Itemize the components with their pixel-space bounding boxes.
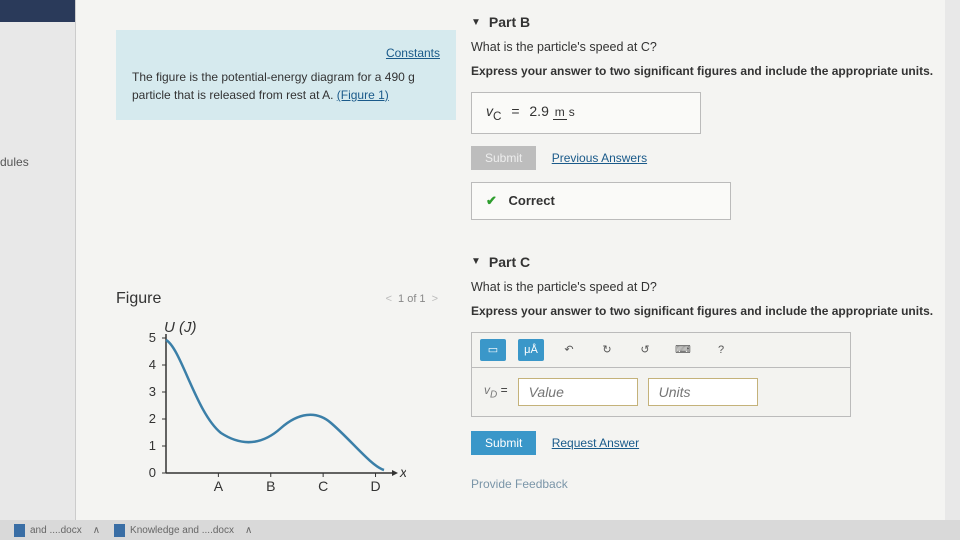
figure-block: Figure <1 of 1> 0 1 2 3 4 5 A B C D U (J) x — [116, 290, 456, 498]
part-c-instruction: Express your answer to two significant f… — [471, 304, 941, 318]
taskbar-file-2[interactable]: Knowledge and ....docx∧ — [114, 524, 252, 537]
request-answer-link[interactable]: Request Answer — [552, 436, 639, 450]
template-icon[interactable]: ▭ — [480, 339, 506, 361]
units-input[interactable] — [648, 378, 758, 406]
sidebar-fragment: dules — [0, 155, 29, 169]
part-b-answer: vC = 2.9 ms — [471, 92, 701, 134]
svg-text:4: 4 — [149, 357, 156, 372]
svg-text:0: 0 — [149, 465, 156, 480]
answer-input-row: vD = — [471, 367, 851, 417]
value-input[interactable] — [518, 378, 638, 406]
svg-text:B: B — [266, 478, 275, 494]
previous-answers-link[interactable]: Previous Answers — [552, 151, 647, 165]
part-b-submit-button[interactable]: Submit — [471, 146, 536, 170]
part-b-title: Part B — [489, 14, 530, 30]
svg-text:5: 5 — [149, 330, 156, 345]
svg-text:2: 2 — [149, 411, 156, 426]
help-icon[interactable]: ? — [708, 339, 734, 361]
provide-feedback-link[interactable]: Provide Feedback — [471, 477, 941, 491]
units-tool[interactable]: μÅ — [518, 339, 544, 361]
main-panel: Constants The figure is the potential-en… — [75, 0, 945, 520]
figure-title: Figure — [116, 290, 161, 308]
taskbar-file-1[interactable]: and ....docx∧ — [14, 524, 100, 537]
right-column: ▼ Part B What is the particle's speed at… — [471, 6, 941, 491]
svg-text:C: C — [318, 478, 328, 494]
figure-pager: <1 of 1> — [386, 293, 438, 305]
part-c-submit-button[interactable]: Submit — [471, 431, 536, 455]
svg-text:D: D — [370, 478, 380, 494]
taskbar: and ....docx∧ Knowledge and ....docx∧ — [0, 520, 960, 540]
figure-link[interactable]: (Figure 1) — [337, 88, 389, 102]
part-b: ▼ Part B What is the particle's speed at… — [471, 6, 941, 220]
svg-text:U (J): U (J) — [164, 319, 197, 336]
svg-text:A: A — [214, 478, 224, 494]
svg-text:3: 3 — [149, 384, 156, 399]
correct-feedback: ✔ Correct — [471, 182, 731, 220]
check-icon: ✔ — [486, 193, 497, 208]
word-icon — [114, 524, 125, 537]
part-c: ▼ Part C What is the particle's speed at… — [471, 246, 941, 491]
part-b-instruction: Express your answer to two significant f… — [471, 64, 941, 78]
collapse-icon[interactable]: ▼ — [471, 256, 481, 267]
keyboard-icon[interactable]: ⌨ — [670, 339, 696, 361]
part-c-question: What is the particle's speed at D? — [471, 280, 941, 294]
problem-statement: Constants The figure is the potential-en… — [116, 30, 456, 120]
constants-link[interactable]: Constants — [386, 46, 440, 60]
left-column: Constants The figure is the potential-en… — [116, 30, 456, 498]
input-toolbar: ▭ μÅ ↶ ↻ ↺ ⌨ ? — [471, 332, 851, 367]
part-b-question: What is the particle's speed at C? — [471, 40, 941, 54]
energy-chart: 0 1 2 3 4 5 A B C D U (J) x — [126, 318, 406, 498]
reset-icon[interactable]: ↺ — [632, 339, 658, 361]
redo-icon[interactable]: ↻ — [594, 339, 620, 361]
collapse-icon[interactable]: ▼ — [471, 17, 481, 28]
svg-text:1: 1 — [149, 438, 156, 453]
word-icon — [14, 524, 25, 537]
undo-icon[interactable]: ↶ — [556, 339, 582, 361]
part-c-title: Part C — [489, 254, 530, 270]
svg-text:x: x — [399, 464, 406, 480]
